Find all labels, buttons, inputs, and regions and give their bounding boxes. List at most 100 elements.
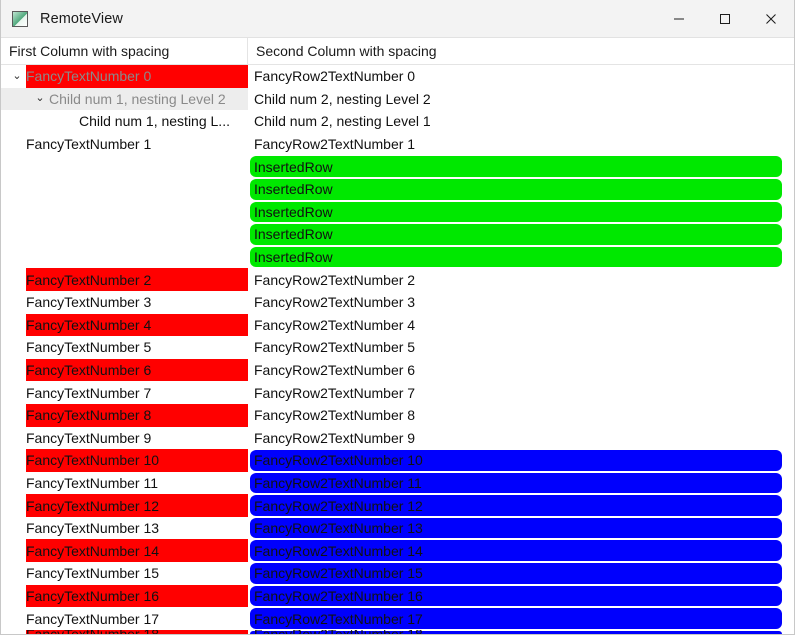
cell-second-column[interactable]: FancyRow2TextNumber 14 (248, 539, 794, 562)
cell-first-column[interactable]: FancyTextNumber 8 (1, 403, 248, 427)
cell-first-column[interactable] (1, 223, 248, 246)
cell-first-column[interactable]: FancyTextNumber 6 (1, 358, 248, 382)
cell-second-column[interactable]: InsertedRow (248, 155, 794, 178)
row-highlight-red (26, 403, 248, 427)
table-row[interactable]: Child num 1, nesting L... Child num 2, ne… (1, 110, 794, 133)
table-row[interactable]: FancyTextNumber 6 FancyRow2TextNumber 6 (1, 358, 794, 382)
minimize-button[interactable] (656, 0, 702, 38)
table-row[interactable]: FancyTextNumber 13 FancyRow2TextNumber 13 (1, 517, 794, 540)
table-row[interactable]: FancyTextNumber 10 FancyRow2TextNumber 10 (1, 449, 794, 472)
cell-second-column[interactable]: InsertedRow (248, 246, 794, 269)
table-row[interactable]: FancyTextNumber 4 FancyRow2TextNumber 4 (1, 313, 794, 337)
table-row[interactable]: FancyTextNumber 9 FancyRow2TextNumber 9 (1, 427, 794, 450)
cell-first-column[interactable]: FancyTextNumber 16 (1, 584, 248, 608)
maximize-button[interactable] (702, 0, 748, 38)
row-highlight-red (26, 358, 248, 382)
cell-first-column[interactable]: FancyTextNumber 3 (1, 291, 248, 314)
row-pill-green (250, 156, 782, 177)
table-row[interactable]: FancyTextNumber 8 FancyRow2TextNumber 8 (1, 403, 794, 427)
window-controls (656, 0, 794, 38)
cell-second-column[interactable]: FancyRow2TextNumber 2 (248, 268, 794, 291)
table-row[interactable]: InsertedRow (1, 178, 794, 201)
cell-second-column[interactable]: FancyRow2TextNumber 5 (248, 336, 794, 359)
cell-second-column[interactable]: FancyRow2TextNumber 1 (248, 133, 794, 156)
cell-second-column[interactable]: FancyRow2TextNumber 8 (248, 404, 794, 427)
cell-second-column[interactable]: FancyRow2TextNumber 6 (248, 359, 794, 382)
cell-first-column[interactable] (1, 155, 248, 178)
cell-first-column[interactable]: ⌄ FancyTextNumber 0 (1, 65, 248, 88)
table-row[interactable]: FancyTextNumber 3 FancyRow2TextNumber 3 (1, 291, 794, 314)
cell-second-column-label: InsertedRow (254, 226, 333, 243)
cell-second-column[interactable]: FancyRow2TextNumber 9 (248, 427, 794, 450)
cell-first-column-label: FancyTextNumber 3 (26, 294, 152, 311)
cell-first-column-label: FancyTextNumber 7 (26, 384, 152, 401)
cell-first-column[interactable]: FancyTextNumber 14 (1, 539, 248, 563)
cell-first-column[interactable] (1, 178, 248, 201)
cell-first-column[interactable]: FancyTextNumber 13 (1, 517, 248, 540)
cell-first-column[interactable]: FancyTextNumber 15 (1, 562, 248, 585)
cell-first-column[interactable]: FancyTextNumber 5 (1, 336, 248, 359)
cell-second-column[interactable]: Child num 2, nesting Level 2 (248, 88, 794, 111)
cell-first-column[interactable]: ⌄ Child num 1, nesting Level 2 (1, 87, 248, 111)
cell-first-column[interactable] (1, 201, 248, 224)
cell-first-column[interactable]: FancyTextNumber 9 (1, 427, 248, 450)
cell-second-column-label: FancyRow2TextNumber 6 (254, 362, 416, 379)
cell-second-column[interactable]: Child num 2, nesting Level 1 (248, 110, 794, 133)
cell-first-column[interactable]: FancyTextNumber 7 (1, 381, 248, 404)
table-row[interactable]: ⌄ FancyTextNumber 0 FancyRow2TextNumber 0 (1, 65, 794, 88)
table-row[interactable]: FancyTextNumber 12 FancyRow2TextNumber 12 (1, 494, 794, 517)
chevron-down-icon[interactable]: ⌄ (35, 92, 45, 105)
cell-second-column[interactable]: FancyRow2TextNumber 4 (248, 314, 794, 337)
tree-grid-body[interactable]: ⌄ FancyTextNumber 0 FancyRow2TextNumber 0 ⌄… (1, 65, 794, 634)
cell-second-column[interactable]: FancyRow2TextNumber 3 (248, 291, 794, 314)
table-row[interactable]: FancyTextNumber 2 FancyRow2TextNumber 2 (1, 268, 794, 291)
cell-first-column[interactable]: FancyTextNumber 10 (1, 449, 248, 472)
cell-first-column[interactable]: FancyTextNumber 12 (1, 494, 248, 517)
cell-second-column[interactable]: FancyRow2TextNumber 13 (248, 517, 794, 540)
table-row[interactable]: ⌄ Child num 1, nesting Level 2 Child num 2… (1, 87, 794, 111)
column-header-second[interactable]: Second Column with spacing (256, 42, 437, 59)
cell-first-column[interactable]: FancyTextNumber 2 (1, 268, 248, 291)
cell-first-column[interactable]: FancyTextNumber 17 (1, 607, 248, 630)
cell-second-column[interactable]: FancyRow2TextNumber 16 (248, 585, 794, 608)
cell-first-column[interactable]: FancyTextNumber 1 (1, 133, 248, 156)
cell-first-column[interactable] (1, 246, 248, 269)
table-row[interactable]: FancyTextNumber 16 FancyRow2TextNumber 16 (1, 584, 794, 608)
cell-second-column[interactable]: FancyRow2TextNumber 0 (248, 65, 794, 88)
cell-second-column-label: Child num 2, nesting Level 2 (254, 90, 431, 107)
table-row[interactable]: InsertedRow (1, 155, 794, 178)
cell-second-column[interactable]: FancyRow2TextNumber 7 (248, 381, 794, 404)
table-row[interactable]: FancyTextNumber 14 FancyRow2TextNumber 14 (1, 539, 794, 563)
cell-second-column[interactable]: InsertedRow (248, 223, 794, 246)
cell-first-column[interactable]: FancyTextNumber 18 (1, 629, 248, 634)
cell-first-column[interactable]: FancyTextNumber 11 (1, 472, 248, 495)
table-row[interactable]: FancyTextNumber 5 FancyRow2TextNumber 5 (1, 336, 794, 359)
chevron-down-icon[interactable]: ⌄ (12, 69, 22, 82)
cell-second-column[interactable]: FancyRow2TextNumber 11 (248, 472, 794, 495)
table-row[interactable]: FancyTextNumber 18 FancyRow2TextNumber 18 (1, 629, 794, 634)
table-row[interactable]: InsertedRow (1, 223, 794, 246)
row-highlight-red (26, 584, 248, 608)
cell-second-column[interactable]: FancyRow2TextNumber 17 (248, 607, 794, 630)
table-row[interactable]: FancyTextNumber 1 FancyRow2TextNumber 1 (1, 133, 794, 156)
table-row[interactable]: FancyTextNumber 17 FancyRow2TextNumber 17 (1, 607, 794, 630)
cell-second-column-label: FancyRow2TextNumber 2 (254, 271, 416, 288)
cell-second-column[interactable]: InsertedRow (248, 178, 794, 201)
cell-first-column-label: FancyTextNumber 11 (26, 474, 159, 491)
cell-first-column[interactable]: FancyTextNumber 4 (1, 313, 248, 337)
table-row[interactable]: InsertedRow (1, 246, 794, 269)
table-row[interactable]: FancyTextNumber 15 FancyRow2TextNumber 15 (1, 562, 794, 585)
close-button[interactable] (748, 0, 794, 38)
cell-second-column[interactable]: InsertedRow (248, 201, 794, 224)
cell-second-column-label: FancyRow2TextNumber 3 (254, 294, 416, 311)
column-header-first[interactable]: First Column with spacing (1, 37, 248, 65)
table-row[interactable]: FancyTextNumber 7 FancyRow2TextNumber 7 (1, 381, 794, 404)
table-row[interactable]: InsertedRow (1, 201, 794, 224)
cell-second-column[interactable]: FancyRow2TextNumber 18 (248, 630, 794, 634)
cell-second-column[interactable]: FancyRow2TextNumber 15 (248, 562, 794, 585)
cell-second-column[interactable]: FancyRow2TextNumber 10 (248, 449, 794, 472)
cell-first-column[interactable]: Child num 1, nesting L... (1, 110, 248, 133)
row-pill-blue (250, 450, 782, 471)
table-row[interactable]: FancyTextNumber 11 FancyRow2TextNumber 11 (1, 472, 794, 495)
cell-second-column[interactable]: FancyRow2TextNumber 12 (248, 494, 794, 517)
